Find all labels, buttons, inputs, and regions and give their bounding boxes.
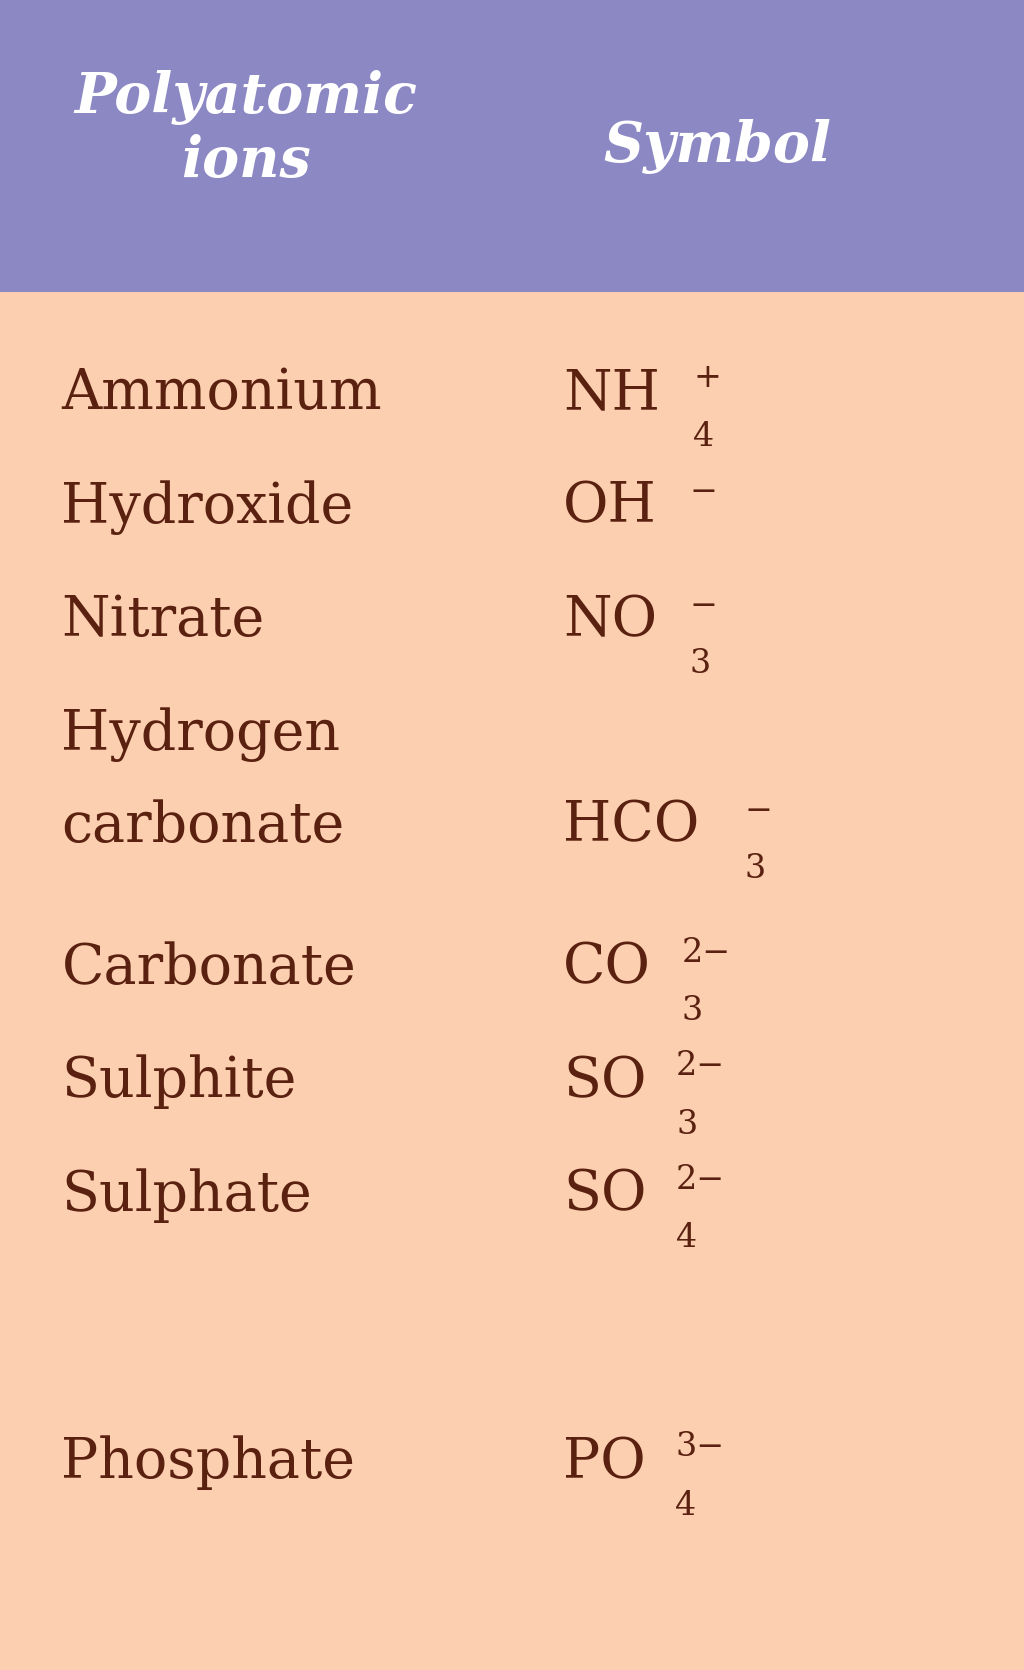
Text: 2−: 2− (676, 1164, 725, 1196)
Text: HCO: HCO (563, 798, 699, 853)
Text: 2−: 2− (682, 937, 731, 969)
Text: SO: SO (563, 1054, 647, 1109)
Text: Sulphite: Sulphite (61, 1054, 297, 1109)
Text: −: − (689, 476, 718, 508)
Text: Hydroxide: Hydroxide (61, 479, 353, 534)
FancyBboxPatch shape (0, 0, 1024, 292)
Text: Ammonium: Ammonium (61, 366, 382, 421)
Text: Symbol: Symbol (603, 119, 830, 174)
Text: 4: 4 (676, 1222, 697, 1254)
Text: PO: PO (563, 1435, 646, 1490)
Text: 4: 4 (675, 1490, 696, 1521)
Text: NH: NH (563, 366, 660, 421)
Text: Polyatomic
ions: Polyatomic ions (75, 70, 417, 189)
Text: −: − (744, 795, 772, 827)
Text: Sulphate: Sulphate (61, 1167, 312, 1222)
Text: CO: CO (563, 940, 651, 995)
Text: Carbonate: Carbonate (61, 940, 356, 995)
Text: carbonate: carbonate (61, 798, 345, 853)
Text: OH: OH (563, 479, 657, 534)
Text: Phosphate: Phosphate (61, 1435, 355, 1490)
Text: Nitrate: Nitrate (61, 593, 264, 648)
Text: SO: SO (563, 1167, 647, 1222)
Text: NO: NO (563, 593, 657, 648)
Text: 3: 3 (676, 1109, 697, 1141)
Text: 4: 4 (693, 421, 715, 453)
Text: Hydrogen: Hydrogen (61, 706, 340, 762)
Text: 3: 3 (690, 648, 711, 680)
Text: 3: 3 (682, 995, 703, 1027)
Text: +: + (693, 362, 721, 394)
Text: 2−: 2− (676, 1050, 725, 1082)
Text: −: − (690, 590, 718, 621)
Text: 3−: 3− (675, 1431, 724, 1463)
Text: 3: 3 (744, 853, 766, 885)
